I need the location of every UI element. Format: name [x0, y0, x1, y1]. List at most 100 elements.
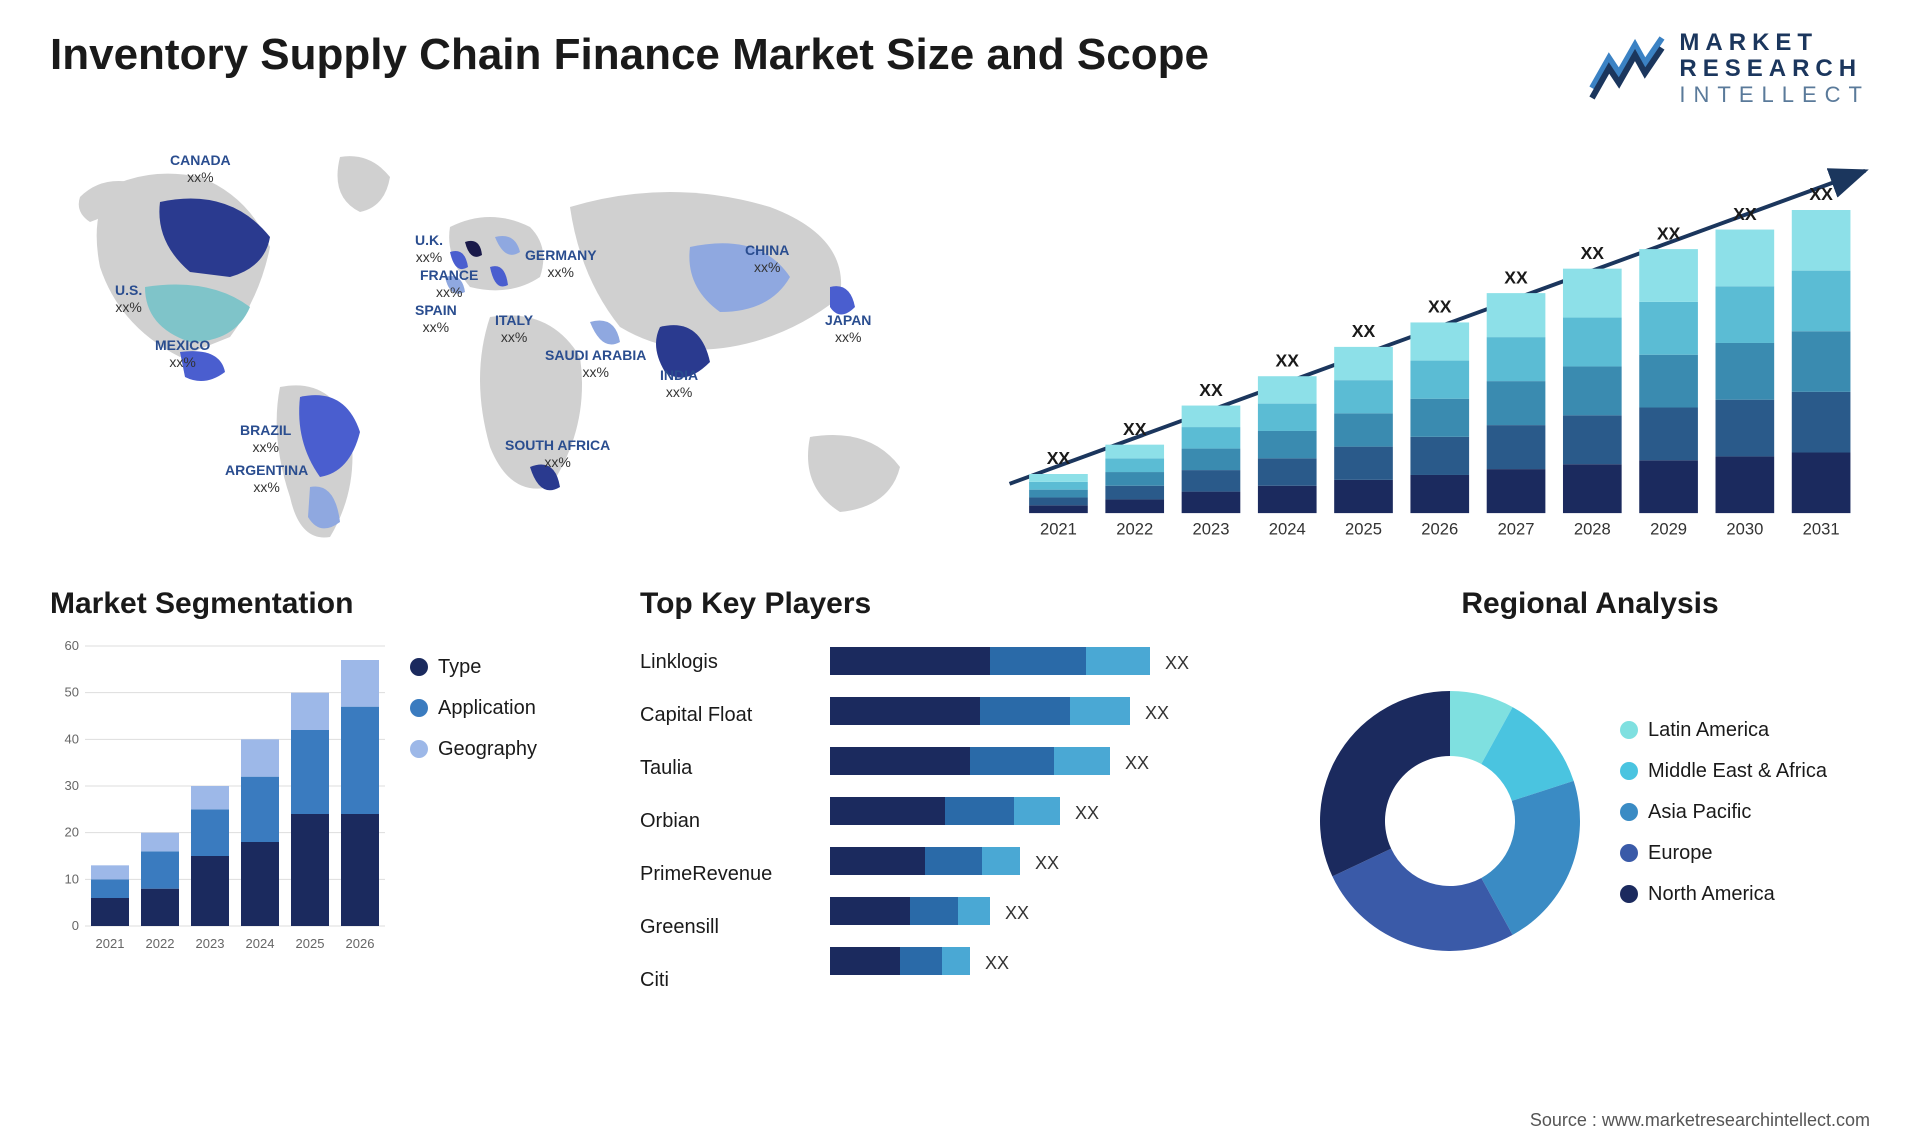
legend-item: Asia Pacific — [1620, 801, 1870, 824]
player-name: Taulia — [640, 757, 810, 780]
logo-mark-icon — [1587, 33, 1667, 103]
legend-label: Geography — [438, 738, 537, 761]
players-title: Top Key Players — [640, 587, 1280, 621]
map-label: FRANCExx% — [420, 267, 478, 301]
svg-text:2030: 2030 — [1726, 520, 1763, 539]
svg-text:XX: XX — [1809, 184, 1833, 204]
legend-label: Asia Pacific — [1648, 801, 1751, 824]
svg-text:XX: XX — [1199, 380, 1223, 400]
svg-text:2021: 2021 — [1040, 520, 1077, 539]
legend-item: Type — [410, 656, 610, 679]
legend-label: Application — [438, 697, 536, 720]
svg-text:10: 10 — [65, 871, 79, 886]
segmentation-panel: Market Segmentation 01020304050602021202… — [50, 587, 610, 1007]
svg-text:XX: XX — [1657, 223, 1681, 243]
svg-text:XX: XX — [1165, 653, 1189, 673]
svg-text:0: 0 — [72, 918, 79, 933]
legend-label: North America — [1648, 883, 1775, 906]
region-panel: Regional Analysis Latin AmericaMiddle Ea… — [1310, 587, 1870, 1007]
svg-text:2028: 2028 — [1574, 520, 1611, 539]
svg-text:2029: 2029 — [1650, 520, 1687, 539]
logo: MARKET RESEARCH INTELLECT — [1587, 30, 1870, 107]
legend-label: Latin America — [1648, 719, 1769, 742]
map-label: U.S.xx% — [115, 282, 142, 316]
svg-text:2027: 2027 — [1498, 520, 1535, 539]
players-bars: XXXXXXXXXXXXXX — [830, 636, 1280, 1007]
player-name: Greensill — [640, 916, 810, 939]
svg-text:XX: XX — [1075, 803, 1099, 823]
legend-dot-icon — [1620, 721, 1638, 739]
map-label: INDIAxx% — [660, 367, 698, 401]
legend-dot-icon — [1620, 844, 1638, 862]
svg-text:30: 30 — [65, 778, 79, 793]
legend-item: Application — [410, 697, 610, 720]
logo-text-2: RESEARCH — [1679, 56, 1870, 82]
page-title: Inventory Supply Chain Finance Market Si… — [50, 30, 1209, 80]
player-name: PrimeRevenue — [640, 863, 810, 886]
map-label: ARGENTINAxx% — [225, 462, 308, 496]
map-label: JAPANxx% — [825, 312, 871, 346]
svg-text:XX: XX — [985, 953, 1009, 973]
legend-dot-icon — [410, 658, 428, 676]
source-text: Source : www.marketresearchintellect.com — [1530, 1110, 1870, 1131]
map-label: SPAINxx% — [415, 302, 457, 336]
legend-item: Geography — [410, 738, 610, 761]
map-label: U.K.xx% — [415, 232, 443, 266]
legend-label: Europe — [1648, 842, 1713, 865]
player-name: Capital Float — [640, 704, 810, 727]
map-label: MEXICOxx% — [155, 337, 210, 371]
svg-text:60: 60 — [65, 638, 79, 653]
svg-text:40: 40 — [65, 731, 79, 746]
player-name: Linklogis — [640, 651, 810, 674]
svg-text:2022: 2022 — [146, 936, 175, 951]
svg-text:XX: XX — [1581, 243, 1605, 263]
svg-text:XX: XX — [1352, 321, 1376, 341]
legend-label: Middle East & Africa — [1648, 760, 1827, 783]
svg-text:2026: 2026 — [1421, 520, 1458, 539]
map-label: SOUTH AFRICAxx% — [505, 437, 610, 471]
world-map-panel: CANADAxx%U.S.xx%MEXICOxx%BRAZILxx%ARGENT… — [50, 127, 950, 557]
segmentation-chart: 0102030405060202120222023202420252026 — [50, 636, 390, 1007]
map-label: CHINAxx% — [745, 242, 789, 276]
players-panel: Top Key Players Linklogis Capital Float Ta… — [640, 587, 1280, 1007]
region-legend: Latin America Middle East & Africa Asia Pa… — [1620, 719, 1870, 924]
bottom-row: Market Segmentation 01020304050602021202… — [50, 587, 1870, 1007]
svg-text:XX: XX — [1047, 448, 1071, 468]
player-name: Orbian — [640, 810, 810, 833]
svg-text:2025: 2025 — [296, 936, 325, 951]
svg-text:XX: XX — [1125, 753, 1149, 773]
svg-text:XX: XX — [1276, 350, 1300, 370]
forecast-chart: XX2021XX2022XX2023XX2024XX2025XX2026XX20… — [990, 127, 1870, 557]
svg-text:2022: 2022 — [1116, 520, 1153, 539]
map-label: ITALYxx% — [495, 312, 533, 346]
header: Inventory Supply Chain Finance Market Si… — [50, 30, 1870, 107]
legend-dot-icon — [1620, 762, 1638, 780]
svg-text:2023: 2023 — [1193, 520, 1230, 539]
svg-text:XX: XX — [1504, 267, 1528, 287]
map-label: GERMANYxx% — [525, 247, 597, 281]
svg-text:XX: XX — [1733, 204, 1757, 224]
svg-text:XX: XX — [1123, 419, 1147, 439]
svg-text:50: 50 — [65, 685, 79, 700]
svg-text:XX: XX — [1428, 297, 1452, 317]
svg-text:2025: 2025 — [1345, 520, 1382, 539]
top-row: CANADAxx%U.S.xx%MEXICOxx%BRAZILxx%ARGENT… — [50, 127, 1870, 557]
legend-label: Type — [438, 656, 481, 679]
segmentation-title: Market Segmentation — [50, 587, 610, 621]
map-label: BRAZILxx% — [240, 422, 291, 456]
region-donut — [1310, 681, 1590, 961]
player-name: Citi — [640, 969, 810, 992]
players-names: Linklogis Capital Float Taulia Orbian PrimeR… — [640, 636, 810, 1007]
legend-item: Latin America — [1620, 719, 1870, 742]
logo-text-1: MARKET — [1679, 30, 1870, 56]
svg-text:2026: 2026 — [346, 936, 375, 951]
legend-dot-icon — [1620, 803, 1638, 821]
segmentation-legend: Type Application Geography — [410, 636, 610, 1007]
svg-text:2023: 2023 — [196, 936, 225, 951]
logo-text-3: INTELLECT — [1679, 83, 1870, 107]
svg-text:20: 20 — [65, 825, 79, 840]
svg-text:XX: XX — [1005, 903, 1029, 923]
legend-dot-icon — [1620, 885, 1638, 903]
svg-text:2031: 2031 — [1803, 520, 1840, 539]
legend-item: North America — [1620, 883, 1870, 906]
